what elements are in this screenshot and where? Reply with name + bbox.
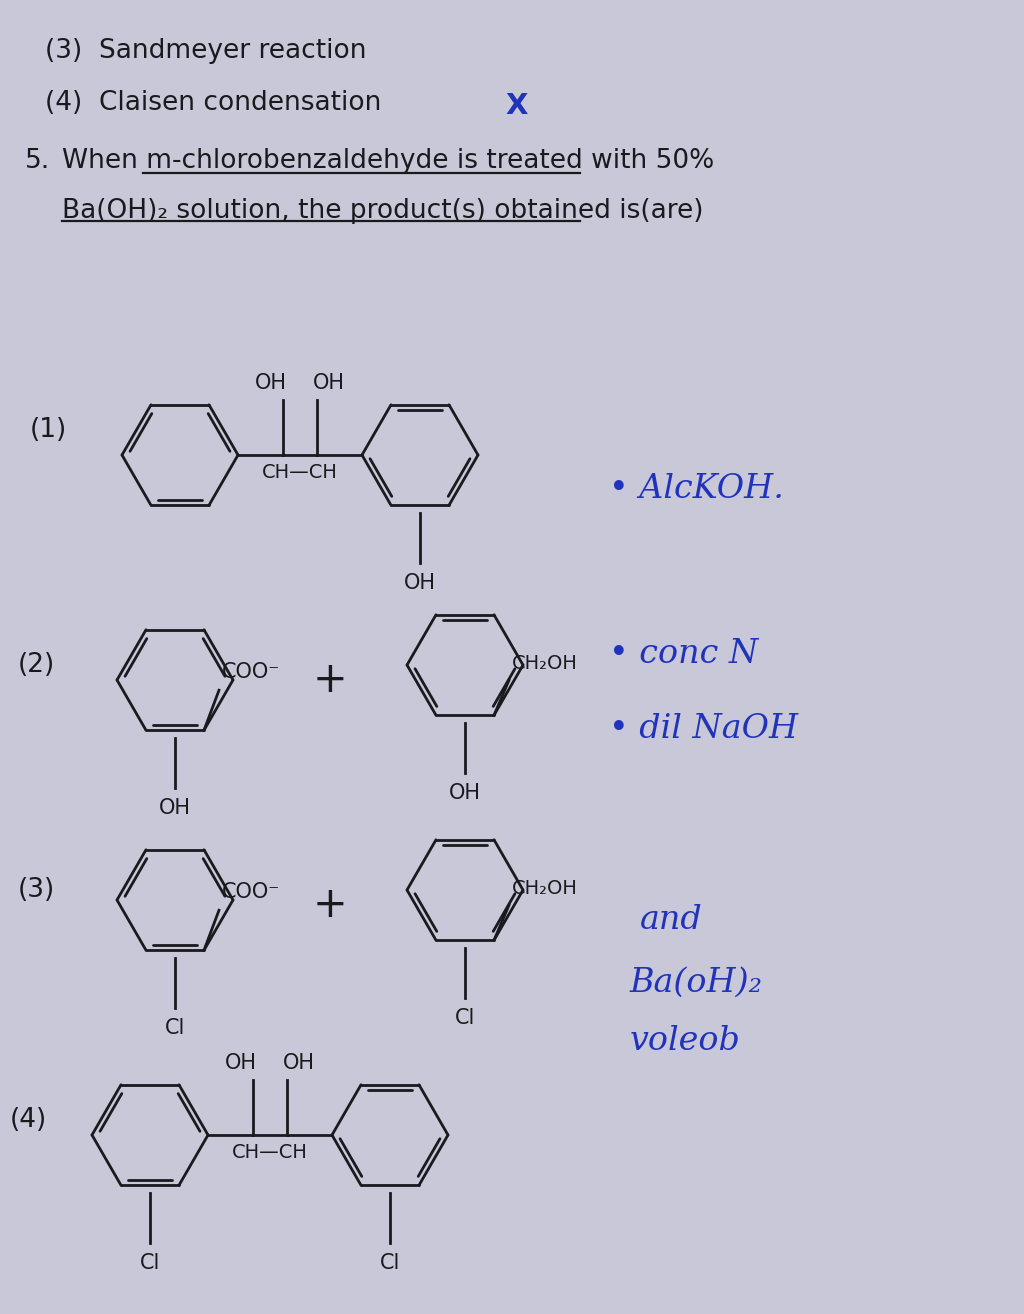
- Text: Ba(oH)₂: Ba(oH)₂: [630, 967, 763, 999]
- Text: +: +: [312, 660, 347, 700]
- Text: (4): (4): [10, 1106, 47, 1133]
- Text: When m-chlorobenzaldehyde is treated with 50%: When m-chlorobenzaldehyde is treated wit…: [62, 148, 715, 173]
- Text: X: X: [505, 92, 527, 120]
- Text: OH: OH: [159, 798, 191, 819]
- Text: voleob: voleob: [630, 1025, 740, 1056]
- Text: OH: OH: [313, 373, 345, 393]
- Text: CH₂OH: CH₂OH: [512, 879, 578, 899]
- Text: Cl: Cl: [380, 1254, 400, 1273]
- Text: (3)  Sandmeyer reaction: (3) Sandmeyer reaction: [45, 38, 367, 64]
- Text: • dil NaOH: • dil NaOH: [609, 714, 799, 745]
- Text: OH: OH: [283, 1053, 315, 1074]
- Text: (1): (1): [30, 417, 68, 443]
- Text: Cl: Cl: [140, 1254, 160, 1273]
- Text: COO⁻: COO⁻: [222, 662, 281, 682]
- Text: Cl: Cl: [455, 1008, 475, 1028]
- Text: OH: OH: [225, 1053, 257, 1074]
- Text: CH—CH: CH—CH: [232, 1143, 308, 1162]
- Text: • conc N: • conc N: [609, 639, 759, 670]
- Text: +: +: [312, 884, 347, 926]
- Text: CH₂OH: CH₂OH: [512, 654, 578, 673]
- Text: 5.: 5.: [25, 148, 50, 173]
- Text: (3): (3): [18, 876, 55, 903]
- Text: and: and: [640, 904, 702, 936]
- Text: COO⁻: COO⁻: [222, 882, 281, 903]
- Text: • AlcKOH.: • AlcKOH.: [609, 473, 784, 505]
- Text: CH—CH: CH—CH: [262, 463, 338, 482]
- Text: Ba(OH)₂ solution, the product(s) obtained is(are): Ba(OH)₂ solution, the product(s) obtaine…: [62, 198, 703, 223]
- Text: (4)  Claisen condensation: (4) Claisen condensation: [45, 89, 381, 116]
- Text: OH: OH: [449, 783, 481, 803]
- Text: OH: OH: [404, 573, 436, 593]
- Text: (2): (2): [18, 652, 55, 678]
- Text: OH: OH: [255, 373, 287, 393]
- Text: Cl: Cl: [165, 1018, 185, 1038]
